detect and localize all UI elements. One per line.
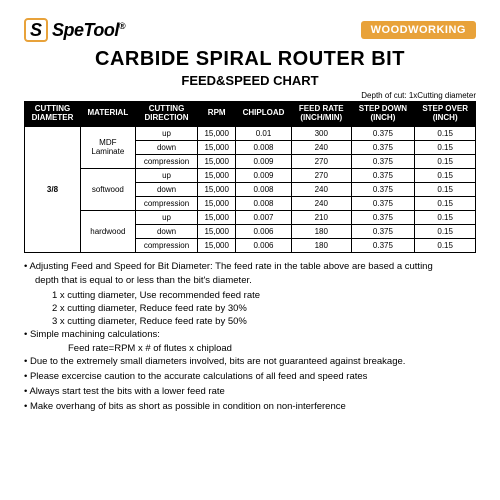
data-cell: 300 — [292, 126, 352, 140]
data-cell: down — [135, 140, 198, 154]
data-cell: 0.15 — [415, 238, 476, 252]
data-cell: 15,000 — [198, 182, 236, 196]
data-cell: 0.15 — [415, 210, 476, 224]
col-header: MATERIAL — [80, 102, 135, 127]
data-cell: 0.15 — [415, 126, 476, 140]
data-cell: 240 — [292, 196, 352, 210]
col-header: CUTTINGDIRECTION — [135, 102, 198, 127]
data-cell: 210 — [292, 210, 352, 224]
data-cell: 15,000 — [198, 168, 236, 182]
note-1-sub2: 2 x cutting diameter, Reduce feed rate b… — [24, 303, 476, 316]
data-cell: 0.375 — [351, 140, 415, 154]
material-cell: hardwood — [80, 210, 135, 252]
data-cell: 0.008 — [236, 182, 292, 196]
col-header: CHIPLOAD — [236, 102, 292, 127]
table-row: hardwoodup15,0000.0072100.3750.15 — [25, 210, 476, 224]
data-cell: 15,000 — [198, 238, 236, 252]
page-title: CARBIDE SPIRAL ROUTER BIT — [24, 48, 476, 71]
data-cell: compression — [135, 238, 198, 252]
data-cell: 0.15 — [415, 196, 476, 210]
data-cell: 0.007 — [236, 210, 292, 224]
note-1-sub1: 1 x cutting diameter, Use recommended fe… — [24, 290, 476, 303]
logo-icon: S — [24, 18, 48, 42]
data-cell: 0.375 — [351, 182, 415, 196]
data-cell: 0.375 — [351, 210, 415, 224]
data-cell: 15,000 — [198, 210, 236, 224]
col-header: CUTTINGDIAMETER — [25, 102, 81, 127]
col-header: FEED RATE(INCH/MIN) — [292, 102, 352, 127]
data-cell: 0.15 — [415, 182, 476, 196]
category-badge: WOODWORKING — [361, 21, 476, 39]
depth-note: Depth of cut: 1xCutting diameter — [24, 91, 476, 100]
data-cell: compression — [135, 196, 198, 210]
data-cell: 0.008 — [236, 196, 292, 210]
data-cell: 0.006 — [236, 224, 292, 238]
data-cell: 270 — [292, 154, 352, 168]
data-cell: 15,000 — [198, 154, 236, 168]
data-cell: 15,000 — [198, 224, 236, 238]
data-cell: 0.15 — [415, 154, 476, 168]
data-cell: 0.15 — [415, 168, 476, 182]
note-1-sub3: 3 x cutting diameter, Reduce feed rate b… — [24, 316, 476, 329]
brand-name: SpeTool® — [52, 20, 125, 41]
data-cell: 0.15 — [415, 224, 476, 238]
logo: S SpeTool® — [24, 18, 125, 42]
data-cell: 180 — [292, 224, 352, 238]
data-cell: down — [135, 224, 198, 238]
data-cell: up — [135, 168, 198, 182]
col-header: STEP DOWN(INCH) — [351, 102, 415, 127]
data-cell: 0.15 — [415, 140, 476, 154]
note-3: • Due to the extremely small diameters i… — [24, 356, 476, 369]
data-cell: 0.375 — [351, 224, 415, 238]
notes: • Adjusting Feed and Speed for Bit Diame… — [24, 261, 476, 414]
note-4: • Please excercise caution to the accura… — [24, 371, 476, 384]
data-cell: 240 — [292, 140, 352, 154]
data-cell: 0.375 — [351, 196, 415, 210]
col-header: RPM — [198, 102, 236, 127]
data-cell: 240 — [292, 182, 352, 196]
data-cell: 15,000 — [198, 126, 236, 140]
data-cell: down — [135, 182, 198, 196]
col-header: STEP OVER(INCH) — [415, 102, 476, 127]
diameter-cell: 3/8 — [25, 126, 81, 252]
table-row: 3/8MDFLaminateup15,0000.013000.3750.15 — [25, 126, 476, 140]
data-cell: 0.375 — [351, 168, 415, 182]
material-cell: softwood — [80, 168, 135, 210]
note-1: • Adjusting Feed and Speed for Bit Diame… — [24, 261, 476, 274]
data-cell: 0.375 — [351, 238, 415, 252]
note-2: • Simple machining calculations: — [24, 329, 476, 342]
note-6: • Make overhang of bits as short as poss… — [24, 401, 476, 414]
data-cell: 0.008 — [236, 140, 292, 154]
material-cell: MDFLaminate — [80, 126, 135, 168]
table-row: softwoodup15,0000.0092700.3750.15 — [25, 168, 476, 182]
note-5: • Always start test the bits with a lowe… — [24, 386, 476, 399]
data-cell: 180 — [292, 238, 352, 252]
note-2-sub: Feed rate=RPM x # of flutes x chipload — [24, 343, 476, 356]
data-cell: 0.009 — [236, 168, 292, 182]
data-cell: 0.01 — [236, 126, 292, 140]
data-cell: 0.375 — [351, 126, 415, 140]
page-subtitle: FEED&SPEED CHART — [24, 73, 476, 88]
data-cell: 0.009 — [236, 154, 292, 168]
data-cell: 15,000 — [198, 140, 236, 154]
data-cell: compression — [135, 154, 198, 168]
data-cell: 0.006 — [236, 238, 292, 252]
data-cell: 0.375 — [351, 154, 415, 168]
data-cell: up — [135, 126, 198, 140]
header: S SpeTool® WOODWORKING — [24, 18, 476, 42]
feed-speed-table: CUTTINGDIAMETERMATERIALCUTTINGDIRECTIONR… — [24, 101, 476, 253]
data-cell: up — [135, 210, 198, 224]
data-cell: 15,000 — [198, 196, 236, 210]
data-cell: 270 — [292, 168, 352, 182]
note-1b: depth that is equal to or less than the … — [24, 275, 476, 288]
